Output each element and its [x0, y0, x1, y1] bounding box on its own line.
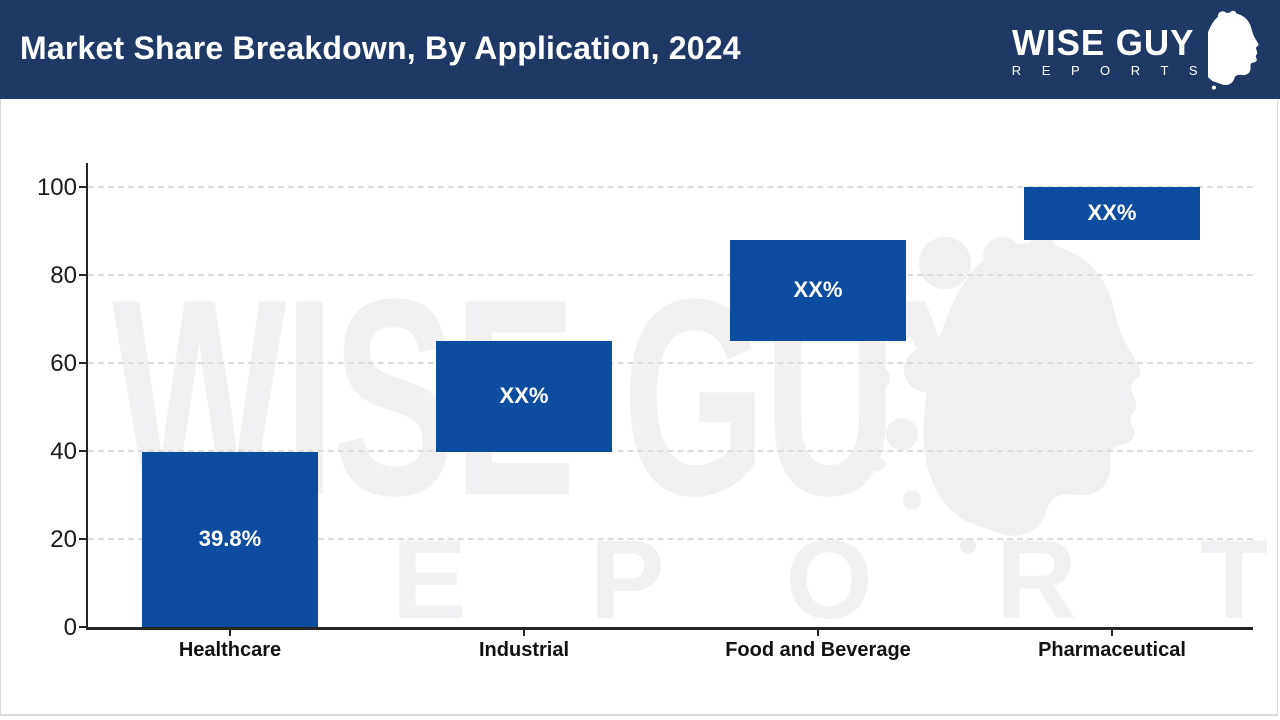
y-tick-0	[79, 626, 88, 628]
y-tick-40	[79, 450, 88, 452]
x-tick-3	[817, 627, 819, 636]
bar-food-and-beverage: XX%	[730, 239, 906, 341]
wise-guy-reports-logo: WISE GUY R E P O R T S	[1012, 6, 1266, 96]
x-tick-1	[229, 627, 231, 636]
logo-reports-label: R E P O R T S	[1011, 62, 1206, 78]
gridline-80	[88, 274, 1253, 276]
x-tick-2	[523, 627, 525, 636]
x-tick-label: Pharmaceutical	[1038, 639, 1186, 661]
bar-industrial: XX%	[436, 341, 612, 452]
y-tick-20	[79, 538, 88, 540]
y-axis-spine	[86, 163, 88, 630]
y-tick-label: 0	[63, 614, 77, 641]
y-tick-label: 100	[36, 174, 77, 201]
gridline-60	[88, 362, 1253, 364]
bar-value-label: XX%	[499, 383, 549, 409]
bar-value-label: XX%	[793, 277, 843, 303]
header-banner: Market Share Breakdown, By Application, …	[0, 0, 1280, 99]
y-tick-label: 20	[50, 526, 77, 553]
x-tick-label: Industrial	[478, 639, 569, 661]
x-tick-label: Food and Beverage	[725, 639, 911, 661]
gridline-100	[88, 186, 1253, 188]
bar-value-label: XX%	[1087, 200, 1137, 226]
watermark-reports-text: R E P O R T S	[188, 517, 1280, 642]
y-tick-100	[79, 186, 88, 188]
card-left-border	[0, 99, 1, 715]
y-tick-label: 80	[50, 262, 77, 289]
bar-healthcare: 39.8%	[142, 451, 318, 627]
logo-text: WISE GUY R E P O R T S	[1011, 21, 1206, 79]
bar-pharmaceutical: XX%	[1024, 187, 1200, 240]
plot-area: 0 20 40 60 80 100 39.8% Healthcare XX% Industrial…	[0, 99, 1280, 720]
y-tick-80	[79, 274, 88, 276]
card-bottom-border	[0, 714, 1278, 716]
logo-wiseguy-label: WISE GUY	[1011, 21, 1195, 63]
gridline-20	[88, 538, 1253, 540]
chart-title: Market Share Breakdown, By Application, …	[20, 30, 741, 66]
bar-value-label: 39.8%	[198, 526, 262, 552]
x-tick-4	[1111, 627, 1113, 636]
y-tick-label: 60	[50, 350, 77, 377]
gridline-40	[88, 450, 1253, 452]
logo-head-icon	[1208, 10, 1259, 90]
x-tick-label: Healthcare	[178, 639, 282, 661]
x-axis-spine	[86, 627, 1253, 630]
y-tick-60	[79, 362, 88, 364]
y-tick-label: 40	[50, 438, 77, 465]
card-right-border	[1277, 99, 1278, 715]
